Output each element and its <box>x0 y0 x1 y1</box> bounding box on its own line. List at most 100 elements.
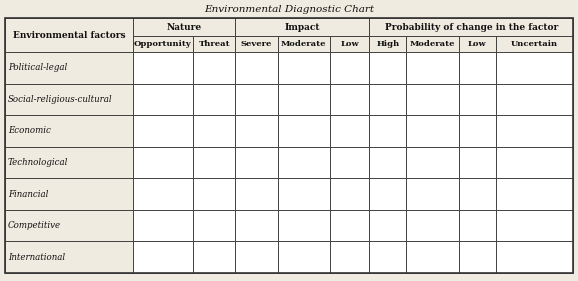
Text: Probability of change in the factor: Probability of change in the factor <box>384 22 558 31</box>
Bar <box>193 115 235 147</box>
Bar <box>406 115 459 147</box>
Bar <box>330 115 369 147</box>
Bar <box>496 36 573 52</box>
Bar <box>235 83 277 115</box>
Bar <box>406 52 459 83</box>
Text: Political-legal: Political-legal <box>8 63 67 72</box>
Bar <box>132 52 193 83</box>
Bar <box>369 241 406 273</box>
Bar <box>369 52 406 83</box>
Bar <box>235 52 277 83</box>
Text: Uncertain: Uncertain <box>511 40 558 48</box>
Text: Environmental Diagnostic Chart: Environmental Diagnostic Chart <box>204 6 374 15</box>
Bar <box>330 52 369 83</box>
Bar <box>277 115 330 147</box>
Bar <box>406 178 459 210</box>
Text: Competitive: Competitive <box>8 221 61 230</box>
Bar <box>277 147 330 178</box>
Bar <box>132 147 193 178</box>
Bar <box>406 36 459 52</box>
Bar <box>369 210 406 241</box>
Text: Environmental factors: Environmental factors <box>13 31 125 40</box>
Bar <box>235 178 277 210</box>
Bar <box>496 83 573 115</box>
Bar <box>459 52 496 83</box>
Text: International: International <box>8 253 65 262</box>
Bar <box>496 52 573 83</box>
Bar <box>193 36 235 52</box>
Bar <box>5 147 132 178</box>
Bar <box>459 241 496 273</box>
Bar <box>5 241 132 273</box>
Bar <box>132 83 193 115</box>
Bar <box>235 115 277 147</box>
Bar <box>132 36 193 52</box>
Bar <box>496 147 573 178</box>
Bar <box>132 178 193 210</box>
Bar <box>496 241 573 273</box>
Bar <box>369 147 406 178</box>
Text: Low: Low <box>340 40 359 48</box>
Text: Economic: Economic <box>8 126 51 135</box>
Bar <box>235 241 277 273</box>
Bar <box>235 18 369 36</box>
Bar <box>459 147 496 178</box>
Bar <box>369 115 406 147</box>
Bar <box>459 178 496 210</box>
Bar <box>496 178 573 210</box>
Text: Nature: Nature <box>166 22 202 31</box>
Bar <box>132 115 193 147</box>
Bar <box>330 178 369 210</box>
Bar <box>5 115 132 147</box>
Bar <box>5 210 132 241</box>
Text: Impact: Impact <box>284 22 320 31</box>
Bar <box>406 210 459 241</box>
Bar <box>132 18 235 36</box>
Bar <box>330 83 369 115</box>
Bar <box>406 147 459 178</box>
Bar <box>369 36 406 52</box>
Bar <box>5 52 132 83</box>
Bar <box>5 178 132 210</box>
Bar <box>193 83 235 115</box>
Bar <box>406 83 459 115</box>
Text: Threat: Threat <box>198 40 230 48</box>
Bar <box>235 147 277 178</box>
Bar <box>277 210 330 241</box>
Bar <box>277 83 330 115</box>
Bar <box>330 147 369 178</box>
Bar <box>496 115 573 147</box>
Bar <box>193 210 235 241</box>
Bar <box>277 52 330 83</box>
Text: Moderate: Moderate <box>410 40 455 48</box>
Bar <box>277 241 330 273</box>
Text: Opportunity: Opportunity <box>134 40 192 48</box>
Bar <box>5 83 132 115</box>
Bar <box>193 52 235 83</box>
Bar <box>459 115 496 147</box>
Text: Technological: Technological <box>8 158 68 167</box>
Bar <box>330 241 369 273</box>
Bar <box>459 210 496 241</box>
Bar <box>277 178 330 210</box>
Bar <box>369 178 406 210</box>
Bar <box>132 241 193 273</box>
Bar <box>459 36 496 52</box>
Bar <box>193 178 235 210</box>
Bar <box>5 18 132 52</box>
Bar <box>193 147 235 178</box>
Bar <box>277 36 330 52</box>
Bar <box>369 18 573 36</box>
Text: Financial: Financial <box>8 190 49 199</box>
Bar <box>330 36 369 52</box>
Bar <box>459 83 496 115</box>
Bar <box>406 241 459 273</box>
Bar <box>330 210 369 241</box>
Bar <box>132 210 193 241</box>
Text: Social-religious-cultural: Social-religious-cultural <box>8 95 113 104</box>
Bar <box>235 210 277 241</box>
Text: Low: Low <box>468 40 487 48</box>
Bar <box>496 210 573 241</box>
Text: High: High <box>376 40 399 48</box>
Bar <box>235 36 277 52</box>
